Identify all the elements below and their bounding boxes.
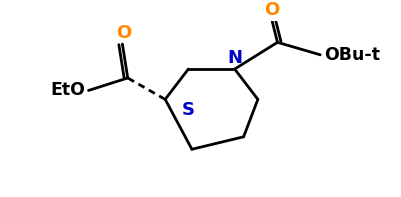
Text: O: O xyxy=(117,24,132,42)
Text: OBu-t: OBu-t xyxy=(324,46,380,64)
Text: N: N xyxy=(227,49,242,67)
Text: O: O xyxy=(265,1,280,19)
Text: S: S xyxy=(182,101,195,119)
Text: EtO: EtO xyxy=(50,81,85,99)
